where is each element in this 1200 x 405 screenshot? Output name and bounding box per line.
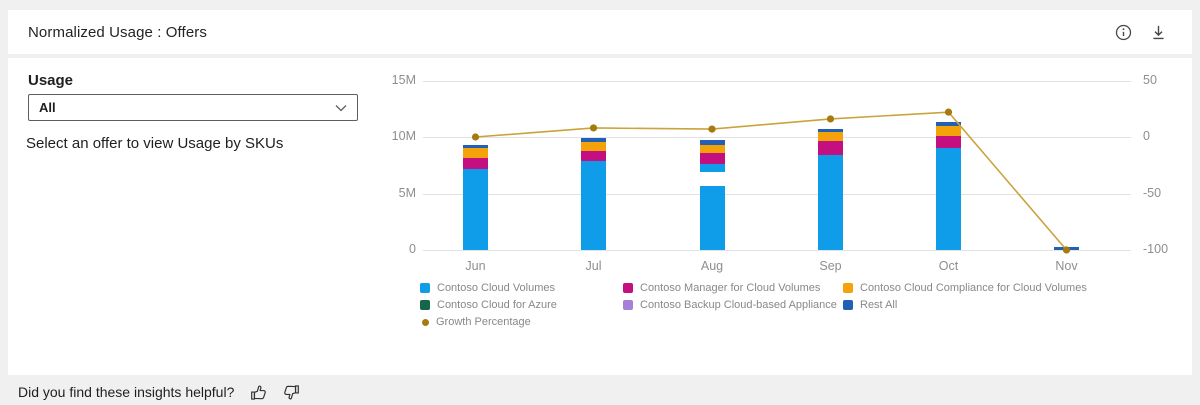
growth-percentage-point[interactable]: [826, 115, 835, 123]
growth-percentage-point[interactable]: [471, 133, 480, 141]
bar-segment-compliance[interactable]: [699, 144, 725, 154]
thumbs-down-button[interactable]: [281, 382, 301, 402]
bar-segment-volumes[interactable]: [463, 168, 488, 250]
thumbs-down-icon: [284, 384, 299, 399]
bar-segment-gap: [699, 172, 725, 187]
bar-segment-manager[interactable]: [818, 140, 843, 155]
bar-segment-manager[interactable]: [936, 135, 961, 149]
legend-label: Rest All: [860, 299, 898, 311]
normalized-usage-chart: 15M 50 10M 0 5M -50 0 -100 Jun Jul Aug Sep Oct Nov Con…: [8, 58, 1192, 375]
header-actions: [1113, 22, 1192, 42]
y-axis-left-tick: 5M: [398, 185, 416, 200]
select-offer-helper-text: Select an offer to view Usage by SKUs: [26, 135, 284, 152]
growth-percentage-point[interactable]: [1062, 246, 1071, 254]
legend-item[interactable]: Rest All: [843, 299, 1087, 311]
legend-swatch-icon: [623, 300, 633, 310]
y-axis-left-tick: 10M: [391, 129, 416, 143]
thumbs-up-button[interactable]: [248, 382, 268, 402]
download-icon[interactable]: [1148, 22, 1168, 42]
info-icon-glyph: [1115, 24, 1131, 40]
page-title: Normalized Usage : Offers: [28, 23, 207, 41]
bar-segment-compliance[interactable]: [581, 142, 606, 151]
x-axis-month-label: Sep: [819, 259, 842, 273]
bar-segment-volumes[interactable]: [699, 163, 725, 173]
bar-segment-manager[interactable]: [463, 158, 488, 169]
bar-segment-rest_all[interactable]: [463, 145, 488, 149]
legend-label: Contoso Cloud for Azure: [437, 299, 557, 311]
thumbs-up-icon: [250, 385, 266, 400]
bar-segment-manager[interactable]: [699, 153, 725, 164]
legend-swatch-icon: [420, 300, 430, 310]
growth-percentage-point[interactable]: [944, 108, 953, 116]
feedback-row: Did you find these insights helpful?: [18, 382, 301, 402]
legend-item[interactable]: Contoso Cloud Volumes: [420, 282, 623, 294]
bar-segment-compliance[interactable]: [818, 131, 843, 141]
x-axis-month-label: Aug: [700, 259, 724, 273]
legend-item[interactable]: Contoso Backup Cloud-based Appliance: [623, 299, 843, 311]
y-axis-right-tick: 0: [1143, 129, 1150, 143]
legend-item[interactable]: Contoso Cloud Compliance for Cloud Volum…: [843, 282, 1087, 294]
bar-segment-rest_all[interactable]: [936, 122, 961, 126]
legend-label: Contoso Cloud Compliance for Cloud Volum…: [860, 282, 1087, 294]
legend-swatch-icon: [422, 318, 429, 326]
legend-swatch-icon: [843, 300, 853, 310]
bar-segment-rest_all[interactable]: [581, 137, 606, 143]
y-axis-right-tick: -50: [1143, 185, 1162, 200]
legend-label: Contoso Manager for Cloud Volumes: [640, 282, 821, 294]
x-axis-month-label: Jul: [585, 259, 602, 273]
info-icon[interactable]: [1113, 22, 1133, 42]
legend-label: Contoso Cloud Volumes: [437, 282, 556, 294]
legend-label: Contoso Backup Cloud-based Appliance: [640, 299, 837, 311]
x-axis-month-label: Nov: [1055, 259, 1078, 273]
y-axis-left-tick: 15M: [391, 72, 416, 87]
y-axis-left-tick: 0: [409, 242, 416, 256]
y-axis-right-tick: -100: [1143, 242, 1169, 256]
bar-segment-volumes[interactable]: [936, 148, 961, 250]
chart-card-header: Normalized Usage : Offers: [8, 10, 1192, 54]
bar-segment-volumes[interactable]: [699, 186, 725, 250]
legend-swatch-icon: [420, 283, 430, 293]
chevron-down-icon: [335, 104, 347, 112]
bar-segment-compliance[interactable]: [936, 125, 961, 136]
legend-swatch-icon: [843, 283, 853, 293]
bar-segment-rest_all[interactable]: [818, 129, 843, 132]
chart-legend: Contoso Cloud Volumes Contoso Manager for…: [420, 282, 1087, 328]
usage-filter-label: Usage: [28, 72, 74, 89]
legend-swatch-icon: [623, 283, 633, 293]
gridline: [423, 137, 1131, 138]
gridline: [423, 80, 1131, 82]
download-icon-glyph: [1152, 25, 1164, 39]
chart-card-body: Usage All Select an offer to view Usage …: [8, 58, 1192, 375]
legend-item[interactable]: Growth Percentage: [420, 316, 623, 328]
y-axis-right-tick: 50: [1143, 72, 1157, 87]
usage-dropdown[interactable]: All: [28, 94, 358, 121]
bar-segment-manager[interactable]: [581, 150, 606, 161]
legend-item[interactable]: Contoso Cloud for Azure: [420, 299, 623, 311]
growth-percentage-point[interactable]: [589, 124, 598, 132]
legend-item[interactable]: Contoso Manager for Cloud Volumes: [623, 282, 843, 294]
gridline: [423, 250, 1131, 251]
x-axis-month-label: Jun: [465, 259, 486, 273]
legend-label: Growth Percentage: [436, 316, 531, 328]
bar-segment-rest_all[interactable]: [699, 139, 725, 145]
usage-dropdown-value: All: [39, 100, 56, 115]
bar-segment-volumes[interactable]: [818, 154, 843, 250]
feedback-question: Did you find these insights helpful?: [18, 384, 235, 400]
bar-segment-volumes[interactable]: [581, 160, 606, 250]
bar-segment-compliance[interactable]: [463, 148, 488, 159]
gridline: [423, 193, 1131, 195]
x-axis-month-label: Oct: [938, 259, 959, 273]
growth-percentage-point[interactable]: [708, 125, 716, 133]
